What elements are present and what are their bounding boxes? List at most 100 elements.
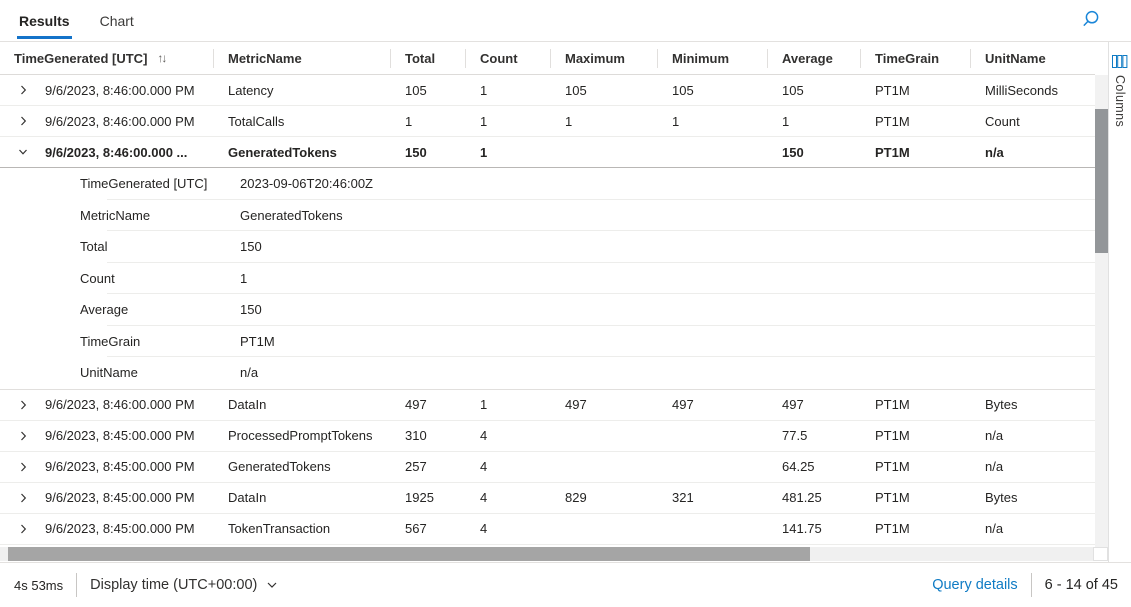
table-row[interactable]: 9/6/2023, 8:45:00.000 PM DataIn 1925 4 829 32… bbox=[0, 483, 1095, 514]
cell-total: 567 bbox=[405, 521, 427, 536]
chevron-down-icon[interactable] bbox=[0, 146, 45, 158]
row-range-indicator: 6 - 14 of 45 bbox=[1044, 577, 1118, 593]
vertical-scrollbar[interactable] bbox=[1095, 75, 1108, 547]
detail-row[interactable]: TimeGrain PT1M bbox=[0, 326, 1095, 358]
chevron-right-icon[interactable] bbox=[0, 115, 45, 127]
detail-row[interactable]: MetricName GeneratedTokens bbox=[0, 200, 1095, 232]
cell-time: 9/6/2023, 8:45:00.000 PM bbox=[45, 521, 195, 536]
cell-unitname: Bytes bbox=[985, 397, 1018, 412]
divider bbox=[1030, 573, 1032, 597]
columns-icon bbox=[1112, 55, 1128, 68]
tab-results-label: Results bbox=[19, 12, 70, 29]
chevron-right-icon[interactable] bbox=[0, 84, 45, 96]
cell-maximum: 1 bbox=[565, 113, 573, 129]
horizontal-scrollbar-thumb[interactable] bbox=[8, 547, 810, 561]
sort-arrows-icon[interactable]: ↑↓ bbox=[157, 51, 167, 65]
chevron-right-icon[interactable] bbox=[0, 430, 45, 442]
cell-timegrain: PT1M bbox=[875, 113, 910, 129]
table-row[interactable]: 9/6/2023, 8:46:00.000 PM Latency 105 1 105 10… bbox=[0, 75, 1095, 106]
detail-row[interactable]: Average 150 bbox=[0, 294, 1095, 326]
cell-unitname: n/a bbox=[985, 521, 1004, 536]
cell-unitname: Count bbox=[985, 113, 1020, 129]
cell-time: 9/6/2023, 8:45:00.000 PM bbox=[45, 459, 195, 474]
cell-count: 1 bbox=[480, 82, 488, 98]
cell-metric: Latency bbox=[228, 82, 274, 98]
cell-unitname: n/a bbox=[985, 144, 1004, 160]
cell-metric: TotalCalls bbox=[228, 113, 285, 129]
table-row[interactable]: 9/6/2023, 8:45:00.000 PM TokenTransaction… bbox=[0, 514, 1095, 545]
detail-label: Count bbox=[80, 270, 115, 286]
cell-total: 1 bbox=[405, 113, 413, 129]
chevron-right-icon[interactable] bbox=[0, 523, 45, 535]
cell-time: 9/6/2023, 8:46:00.000 PM bbox=[45, 82, 195, 98]
detail-row[interactable]: Total 150 bbox=[0, 231, 1095, 263]
detail-label: Average bbox=[80, 302, 129, 318]
cell-metric: ProcessedPromptTokens bbox=[228, 428, 373, 443]
cell-minimum: 105 bbox=[672, 82, 694, 98]
tab-chart[interactable]: Chart bbox=[98, 0, 136, 42]
search-icon[interactable] bbox=[1079, 7, 1103, 31]
tab-chart-label: Chart bbox=[99, 12, 134, 29]
column-header-minimum[interactable]: Minimum bbox=[657, 42, 767, 75]
cell-total: 150 bbox=[405, 144, 427, 160]
cell-timegrain: PT1M bbox=[875, 521, 910, 536]
display-time-dropdown[interactable]: Display time (UTC+00:00) bbox=[90, 577, 278, 593]
detail-value: GeneratedTokens bbox=[240, 207, 343, 223]
tab-results[interactable]: Results bbox=[17, 0, 72, 42]
cell-total: 105 bbox=[405, 82, 427, 98]
chevron-down-icon bbox=[267, 582, 277, 588]
query-details-link[interactable]: Query details bbox=[932, 577, 1018, 593]
horizontal-scrollbar[interactable] bbox=[0, 547, 1093, 561]
cell-time: 9/6/2023, 8:45:00.000 PM bbox=[45, 428, 195, 443]
chevron-right-icon[interactable] bbox=[0, 492, 45, 504]
cell-unitname: n/a bbox=[985, 459, 1004, 474]
cell-timegrain: PT1M bbox=[875, 459, 910, 474]
column-header-total[interactable]: Total bbox=[390, 42, 465, 75]
table-row[interactable]: 9/6/2023, 8:45:00.000 PM ProcessedPromptT… bbox=[0, 421, 1095, 452]
results-table: TimeGenerated [UTC] ↑↓ MetricName Total … bbox=[0, 42, 1095, 545]
detail-label: MetricName bbox=[80, 207, 151, 223]
vertical-scrollbar-thumb[interactable] bbox=[1095, 109, 1108, 253]
cell-maximum: 497 bbox=[565, 397, 587, 412]
table-row[interactable]: 9/6/2023, 8:46:00.000 PM TotalCalls 1 1 1 1 1 P… bbox=[0, 106, 1095, 137]
cell-metric: DataIn bbox=[228, 397, 267, 412]
column-header-timegrain[interactable]: TimeGrain bbox=[860, 42, 970, 75]
table-body: 9/6/2023, 8:46:00.000 PM Latency 105 1 105 10… bbox=[0, 75, 1095, 545]
cell-count: 4 bbox=[480, 428, 488, 443]
detail-value: 150 bbox=[240, 239, 262, 255]
cell-count: 1 bbox=[480, 113, 488, 129]
cell-timegrain: PT1M bbox=[875, 82, 910, 98]
cell-average: 77.5 bbox=[782, 428, 808, 443]
cell-count: 1 bbox=[480, 144, 488, 160]
detail-value: 150 bbox=[240, 302, 262, 318]
column-header-maximum[interactable]: Maximum bbox=[550, 42, 657, 75]
columns-pane-label: Columns bbox=[1113, 75, 1127, 128]
status-bar: 4s 53ms Display time (UTC+00:00) Query d… bbox=[0, 562, 1131, 607]
cell-total: 1925 bbox=[405, 490, 434, 505]
column-header-average[interactable]: Average bbox=[767, 42, 860, 75]
detail-value: 1 bbox=[240, 270, 248, 286]
chevron-right-icon[interactable] bbox=[0, 461, 45, 473]
detail-row[interactable]: UnitName n/a bbox=[0, 357, 1095, 389]
cell-average: 64.25 bbox=[782, 459, 815, 474]
detail-value: n/a bbox=[240, 365, 259, 381]
table-row[interactable]: 9/6/2023, 8:46:00.000 PM DataIn 497 1 497 497… bbox=[0, 390, 1095, 421]
chevron-right-icon[interactable] bbox=[0, 399, 45, 411]
detail-label: UnitName bbox=[80, 365, 138, 381]
detail-row[interactable]: Count 1 bbox=[0, 263, 1095, 295]
table-row[interactable]: 9/6/2023, 8:46:00.000 ... GeneratedTokens… bbox=[0, 137, 1095, 168]
cell-metric: DataIn bbox=[228, 490, 267, 505]
columns-pane-button[interactable]: Columns bbox=[1108, 42, 1131, 562]
column-header-unitname[interactable]: UnitName bbox=[970, 42, 1095, 75]
detail-row[interactable]: TimeGenerated [UTC] 2023-09-06T20:46:00Z bbox=[0, 168, 1095, 200]
column-header-metricname[interactable]: MetricName bbox=[213, 42, 390, 75]
cell-unitname: n/a bbox=[985, 428, 1004, 443]
cell-minimum: 1 bbox=[672, 113, 680, 129]
cell-timegrain: PT1M bbox=[875, 428, 910, 443]
column-header-count[interactable]: Count bbox=[465, 42, 550, 75]
cell-maximum: 105 bbox=[565, 82, 587, 98]
detail-value: 2023-09-06T20:46:00Z bbox=[240, 176, 373, 192]
cell-average: 497 bbox=[782, 397, 804, 412]
column-header-timegenerated[interactable]: TimeGenerated [UTC] ↑↓ bbox=[0, 42, 213, 75]
table-row[interactable]: 9/6/2023, 8:45:00.000 PM GeneratedTokens 2… bbox=[0, 452, 1095, 483]
